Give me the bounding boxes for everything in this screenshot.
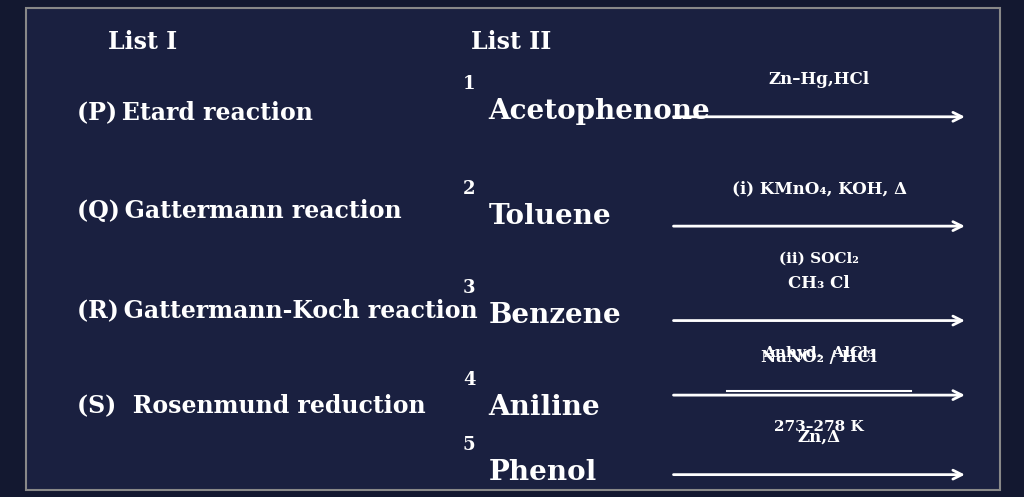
Text: Zn–Hg,HCl: Zn–Hg,HCl [769,71,869,88]
Text: List I: List I [108,30,177,54]
Text: Zn,Δ: Zn,Δ [798,429,841,446]
Text: (Q) Gattermann reaction: (Q) Gattermann reaction [77,199,401,223]
Text: 2: 2 [463,180,475,198]
FancyBboxPatch shape [26,8,1000,490]
Text: Acetophenone: Acetophenone [488,98,711,125]
Text: (i) KMnO₄, KOH, Δ: (i) KMnO₄, KOH, Δ [732,180,906,197]
Text: (R) Gattermann-Koch reaction: (R) Gattermann-Koch reaction [77,299,477,323]
Text: NaNO₂ / HCl: NaNO₂ / HCl [761,349,878,366]
Text: CH₃ Cl: CH₃ Cl [788,275,850,292]
Text: 273–278 K: 273–278 K [774,420,864,434]
Text: Anhyd.  AlCl₃: Anhyd. AlCl₃ [763,346,876,360]
Text: (S)  Rosenmund reduction: (S) Rosenmund reduction [77,393,425,417]
Text: 1: 1 [463,76,475,93]
Text: (ii) SOCl₂: (ii) SOCl₂ [779,251,859,265]
Text: Toluene: Toluene [488,203,611,230]
Text: List II: List II [471,30,551,54]
Text: 4: 4 [463,371,475,389]
Text: Benzene: Benzene [488,302,622,329]
Text: 3: 3 [463,279,475,297]
Text: 5: 5 [463,436,475,454]
Text: Phenol: Phenol [488,459,597,486]
Text: Aniline: Aniline [488,394,600,421]
Text: (P) Etard reaction: (P) Etard reaction [77,100,312,124]
